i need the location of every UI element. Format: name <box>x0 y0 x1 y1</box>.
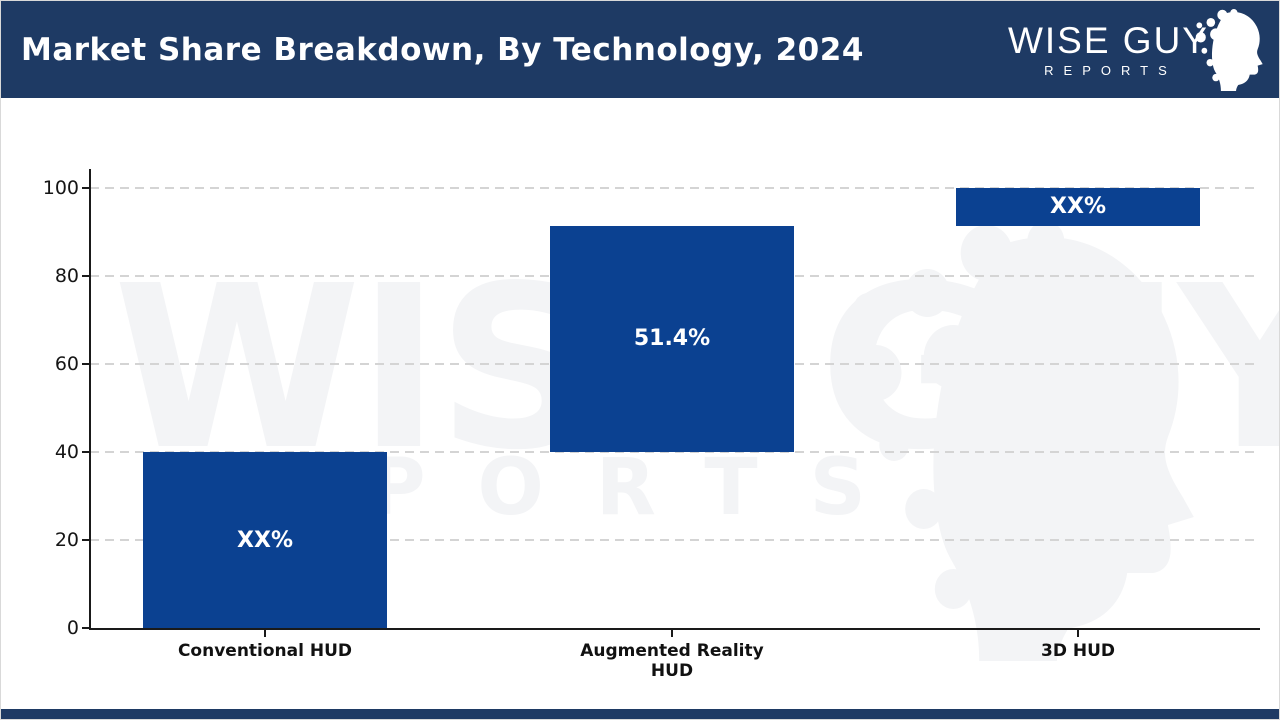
page-title: Market Share Breakdown, By Technology, 2… <box>21 31 864 68</box>
x-category-label: 3D HUD <box>1040 641 1115 661</box>
bar-value-label: XX% <box>1050 194 1106 220</box>
bar: XX% <box>956 188 1200 226</box>
y-tick-label: 0 <box>66 617 79 639</box>
y-axis <box>89 169 91 630</box>
y-tick-label: 60 <box>54 353 79 375</box>
y-tick-mark <box>82 187 90 189</box>
bar-value-label: 51.4% <box>633 326 711 352</box>
y-tick-mark <box>82 363 90 365</box>
y-tick-label: 80 <box>54 265 79 287</box>
y-tick-label: 20 <box>54 529 79 551</box>
y-tick-mark <box>82 539 90 541</box>
brand-logo: WISE GUY REPORTS <box>1007 8 1279 91</box>
brand-reports-text: REPORTS <box>1044 63 1177 78</box>
gridline <box>90 187 1259 189</box>
x-axis <box>89 628 1260 630</box>
bar-value-label: XX% <box>237 527 293 553</box>
x-tick-mark <box>1077 630 1079 637</box>
y-tick-label: 100 <box>42 177 79 199</box>
y-tick-mark <box>82 451 90 453</box>
x-tick-mark <box>264 630 266 637</box>
gridline <box>90 451 1259 453</box>
watermark-head-icon <box>849 221 1194 661</box>
footer-bar <box>1 709 1279 719</box>
bar: 51.4% <box>550 225 794 452</box>
x-tick-mark <box>671 630 673 637</box>
y-tick-label: 40 <box>54 441 79 463</box>
brand-head-icon <box>1195 8 1263 91</box>
y-tick-mark <box>82 627 90 629</box>
bar: XX% <box>143 452 387 628</box>
gridline <box>90 539 1259 541</box>
header-bar: Market Share Breakdown, By Technology, 2… <box>1 1 1279 98</box>
y-tick-mark <box>82 275 90 277</box>
x-category-label: Conventional HUD <box>177 641 353 661</box>
brand-wordmark: WISE GUY <box>1007 20 1209 61</box>
x-category-label: Augmented Reality HUD <box>580 641 764 681</box>
